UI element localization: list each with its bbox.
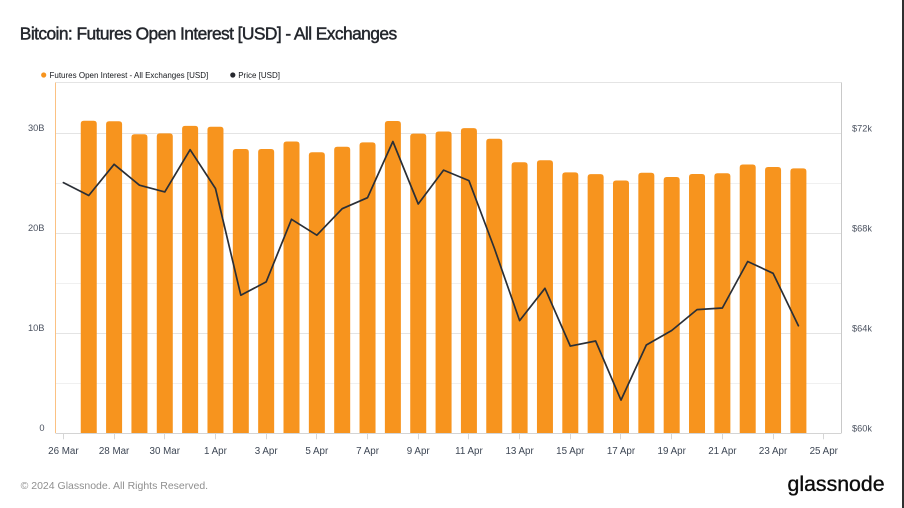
svg-text:21 Apr: 21 Apr (708, 446, 737, 457)
svg-text:$60k: $60k (852, 424, 872, 434)
svg-text:1 Apr: 1 Apr (204, 446, 228, 457)
svg-text:9 Apr: 9 Apr (407, 446, 431, 457)
svg-text:5 Apr: 5 Apr (305, 446, 329, 457)
svg-text:15 Apr: 15 Apr (556, 446, 585, 457)
svg-text:11 Apr: 11 Apr (455, 446, 483, 457)
svg-text:Bitcoin: Futures Open Interest: Bitcoin: Futures Open Interest [USD] - A… (20, 23, 398, 43)
svg-text:10B: 10B (28, 323, 45, 333)
svg-text:20B: 20B (28, 223, 45, 233)
svg-text:3 Apr: 3 Apr (255, 446, 279, 457)
svg-text:19 Apr: 19 Apr (658, 446, 687, 457)
svg-text:26 Mar: 26 Mar (48, 446, 79, 457)
svg-text:0: 0 (39, 423, 44, 433)
svg-text:28 Mar: 28 Mar (99, 446, 130, 457)
svg-text:25 Apr: 25 Apr (810, 446, 839, 457)
svg-text:glassnode: glassnode (788, 472, 885, 496)
svg-text:Price [USD]: Price [USD] (238, 71, 280, 80)
svg-text:© 2024 Glassnode. All Rights R: © 2024 Glassnode. All Rights Reserved. (21, 480, 209, 492)
svg-text:17 Apr: 17 Apr (607, 446, 636, 457)
svg-text:$64k: $64k (852, 324, 872, 334)
svg-text:23 Apr: 23 Apr (759, 446, 788, 457)
svg-text:Futures Open Interest - All Ex: Futures Open Interest - All Exchanges [U… (50, 71, 209, 80)
svg-text:30 Mar: 30 Mar (150, 446, 181, 457)
svg-text:7 Apr: 7 Apr (356, 446, 380, 457)
svg-text:$72k: $72k (852, 124, 872, 134)
svg-text:$68k: $68k (852, 224, 872, 234)
svg-text:13 Apr: 13 Apr (505, 446, 534, 457)
svg-text:30B: 30B (28, 123, 45, 133)
